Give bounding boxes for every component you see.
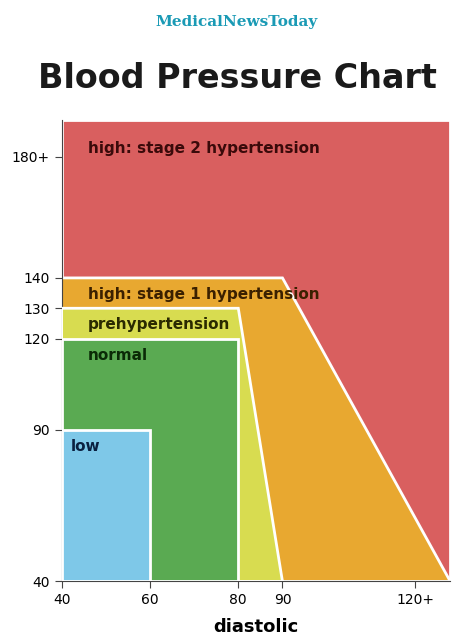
Bar — [62, 430, 150, 581]
Text: high: stage 2 hypertension: high: stage 2 hypertension — [88, 142, 320, 156]
Text: Blood Pressure Chart: Blood Pressure Chart — [37, 63, 437, 95]
Text: low: low — [71, 439, 100, 454]
Text: high: stage 1 hypertension: high: stage 1 hypertension — [88, 287, 320, 302]
Polygon shape — [62, 308, 283, 581]
Text: MedicalNewsToday: MedicalNewsToday — [156, 15, 318, 29]
Polygon shape — [62, 278, 450, 581]
Text: prehypertension: prehypertension — [88, 317, 230, 332]
X-axis label: diastolic: diastolic — [213, 618, 299, 632]
Text: normal: normal — [88, 348, 148, 363]
Bar — [62, 339, 238, 581]
